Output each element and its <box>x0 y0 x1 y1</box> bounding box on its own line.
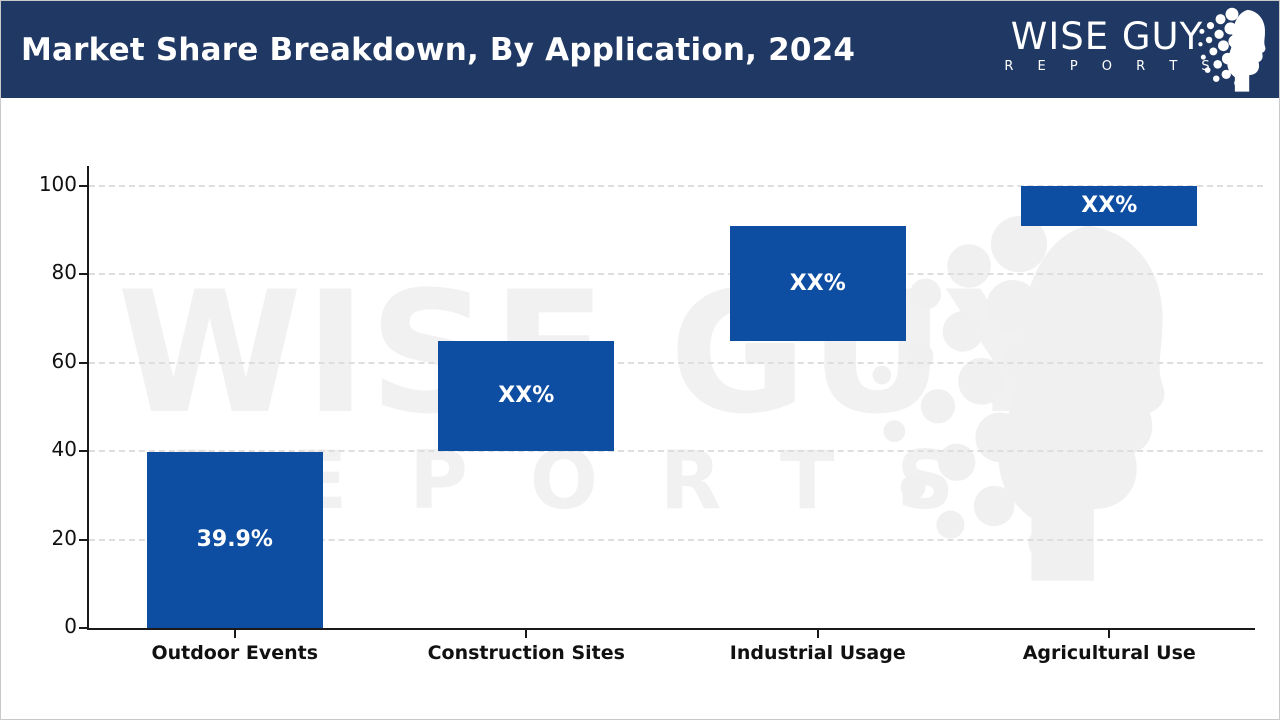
bar-value-label: XX% <box>1081 193 1138 219</box>
brand-logo-text: WISE GUY R E P O R T S <box>1004 16 1209 73</box>
category-label-2: Industrial Usage <box>729 642 906 664</box>
bar-construction-sites: XX% <box>438 340 615 452</box>
y-tick-label-100: 100 <box>38 172 77 196</box>
bar-value-label: 39.9% <box>196 527 273 553</box>
y-tick-label-80: 80 <box>51 260 77 285</box>
gridline-60 <box>89 361 1263 364</box>
bar-value-label: XX% <box>789 270 846 296</box>
y-axis-line <box>87 166 89 630</box>
bar-agricultural-use: XX% <box>1021 186 1198 226</box>
brand-logo: WISE GUY R E P O R T S <box>1004 5 1269 95</box>
bar-industrial-usage: XX% <box>729 225 906 341</box>
y-tick-100 <box>79 185 88 187</box>
y-tick-80 <box>79 273 88 276</box>
gridline-100 <box>89 185 1263 187</box>
category-label-0: Outdoor Events <box>151 642 319 664</box>
y-tick-0 <box>79 627 88 629</box>
x-tick-0 <box>233 630 236 638</box>
y-tick-40 <box>79 450 88 453</box>
y-tick-label-20: 20 <box>51 525 77 550</box>
brand-subtitle: R E P O R T S <box>1004 58 1220 74</box>
y-tick-label-40: 40 <box>51 437 77 462</box>
bar-value-label: XX% <box>498 383 555 409</box>
category-label-3: Agricultural Use <box>1022 642 1196 664</box>
y-tick-label-60: 60 <box>51 348 77 373</box>
x-tick-3 <box>1108 630 1111 638</box>
gridline-80 <box>89 273 1263 276</box>
x-tick-2 <box>816 630 819 638</box>
x-axis-line <box>87 628 1255 630</box>
y-tick-60 <box>79 361 88 364</box>
x-tick-1 <box>525 630 528 638</box>
gridline-20 <box>89 538 1263 541</box>
y-tick-label-0: 0 <box>64 614 77 638</box>
bar-outdoor-events: 39.9% <box>146 451 323 628</box>
page-title: Market Share Breakdown, By Application, … <box>21 31 856 68</box>
header-bar: Market Share Breakdown, By Application, … <box>1 1 1279 98</box>
gridline-40 <box>89 450 1263 453</box>
brand-name: WISE GUY <box>1010 15 1204 58</box>
y-tick-20 <box>79 538 88 541</box>
category-label-1: Construction Sites <box>427 642 625 664</box>
